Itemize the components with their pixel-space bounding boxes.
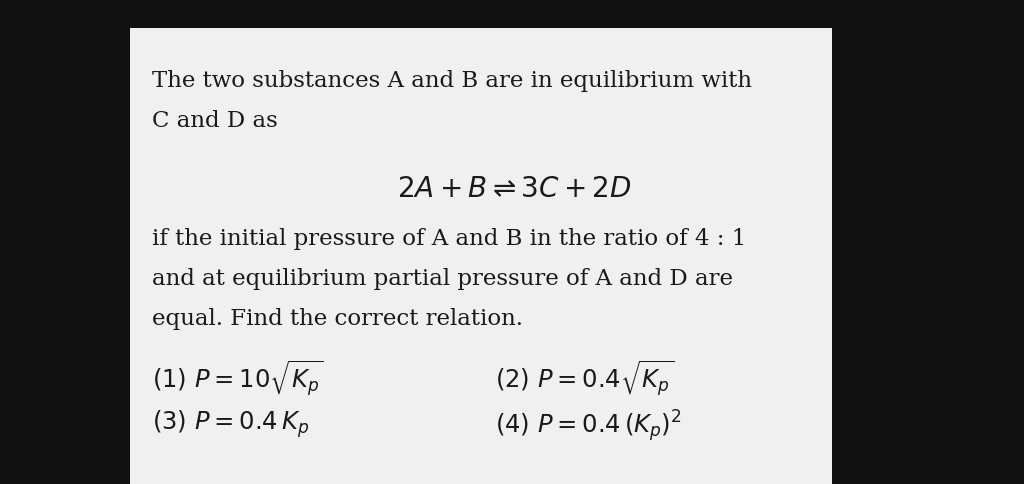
Text: $(1)\ P = 10\sqrt{K_p}$: $(1)\ P = 10\sqrt{K_p}$ — [152, 358, 324, 398]
Text: $2A + B \rightleftharpoons 3C + 2D$: $2A + B \rightleftharpoons 3C + 2D$ — [396, 176, 632, 203]
Text: $(2)\ P = 0.4\sqrt{K_p}$: $(2)\ P = 0.4\sqrt{K_p}$ — [495, 358, 675, 398]
Text: and at equilibrium partial pressure of A and D are: and at equilibrium partial pressure of A… — [152, 268, 733, 290]
Text: $(3)\ P = 0.4\,K_p$: $(3)\ P = 0.4\,K_p$ — [152, 408, 309, 439]
FancyBboxPatch shape — [130, 28, 831, 484]
Text: The two substances A and B are in equilibrium with: The two substances A and B are in equili… — [152, 70, 752, 92]
Text: C and D as: C and D as — [152, 110, 278, 132]
Text: equal. Find the correct relation.: equal. Find the correct relation. — [152, 308, 523, 330]
Text: $(4)\ P = 0.4\,(K_p)^2$: $(4)\ P = 0.4\,(K_p)^2$ — [495, 408, 682, 444]
Text: if the initial pressure of A and B in the ratio of 4 : 1: if the initial pressure of A and B in th… — [152, 228, 746, 250]
